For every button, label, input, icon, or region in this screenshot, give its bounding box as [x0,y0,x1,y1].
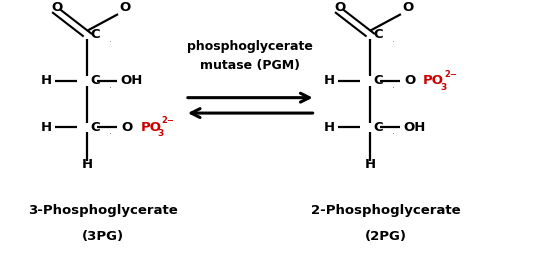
Text: 3-Phosphoglycerate: 3-Phosphoglycerate [28,204,178,217]
Text: H: H [324,75,335,87]
Text: O: O [404,75,415,87]
Text: 3: 3 [393,133,394,134]
Text: O: O [121,121,132,134]
Text: O: O [403,1,413,14]
Text: H: H [324,121,335,134]
Text: O: O [120,1,131,14]
Text: 3: 3 [440,83,447,92]
Text: PO: PO [423,75,444,87]
Text: O: O [335,1,345,14]
Text: 2−: 2− [444,70,457,79]
Text: (3PG): (3PG) [82,230,125,243]
Text: 2: 2 [393,87,394,88]
Text: 2−: 2− [161,116,174,125]
Text: 1: 1 [110,41,111,42]
Text: 2: 2 [110,87,111,88]
Text: PO: PO [140,121,162,134]
Text: C: C [373,121,383,134]
Text: 3: 3 [157,129,164,138]
Text: C: C [90,28,100,41]
Text: 1: 1 [393,41,394,42]
Text: C: C [373,28,383,41]
Text: H: H [41,121,52,134]
Text: −: − [422,0,430,4]
Text: OH: OH [403,121,426,134]
Text: O: O [52,1,63,14]
Text: 2-Phosphoglycerate: 2-Phosphoglycerate [311,204,461,217]
Text: C: C [90,75,100,87]
Text: H: H [41,75,52,87]
Text: C: C [373,75,383,87]
Text: H: H [364,158,375,171]
Text: (2PG): (2PG) [365,230,407,243]
Text: mutase (PGM): mutase (PGM) [200,59,300,72]
Text: −: − [139,0,147,4]
Text: phosphoglycerate: phosphoglycerate [187,40,313,53]
Text: H: H [82,158,92,171]
Text: C: C [90,121,100,134]
Text: OH: OH [120,75,143,87]
Text: 3: 3 [110,133,111,134]
